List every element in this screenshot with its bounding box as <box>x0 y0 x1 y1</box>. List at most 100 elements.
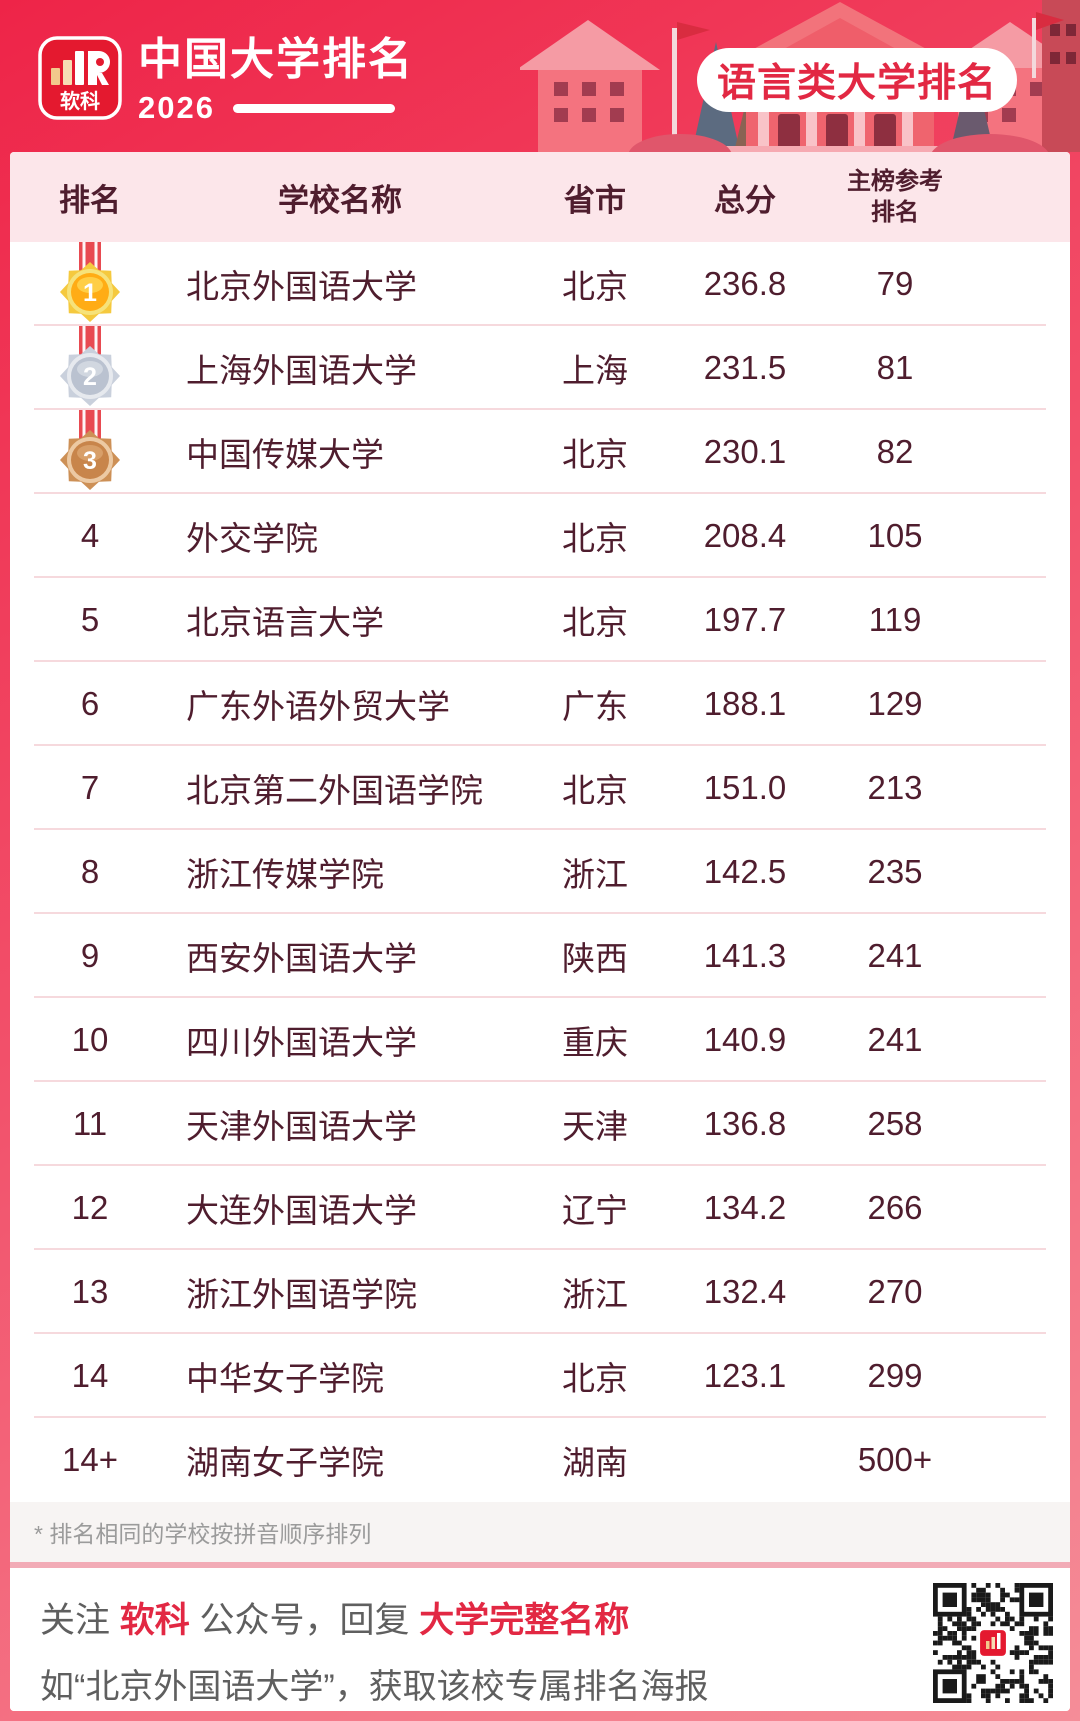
score-cell: 236.8 <box>703 265 787 302</box>
score-cell: 136.8 <box>703 1105 787 1142</box>
medal-gold-icon: 1 <box>60 242 120 322</box>
table-row: 13 浙江外国语学院 浙江 132.4 270 <box>10 1250 1070 1334</box>
table-header-row: 排名 学校名称 省市 总分 主榜参考 排名 <box>10 152 1070 242</box>
ref-rank-cell: 299 <box>867 1357 923 1394</box>
table-row: 9 西安外国语大学 陕西 141.3 241 <box>10 914 1070 998</box>
score-cell: 197.7 <box>703 601 787 638</box>
medal-silver-icon: 2 <box>60 326 120 406</box>
province-cell: 广东 <box>562 688 628 725</box>
page-title: 中国大学排名 <box>138 35 414 84</box>
footer-line2: 如“北京外国语大学”，获取该校专属排名海报 <box>40 1668 709 1706</box>
province-cell: 陕西 <box>562 940 628 977</box>
col-header-score: 总分 <box>714 182 776 218</box>
col-header-rank: 排名 <box>59 182 121 218</box>
score-cell: 142.5 <box>703 853 787 890</box>
footer: 关注 软科 公众号，回复 大学完整名称 如“北京外国语大学”，获取该校专属排名海… <box>10 1568 1070 1711</box>
rank-cell: 14 <box>71 1357 109 1394</box>
ref-rank-cell: 258 <box>867 1105 923 1142</box>
school-name: 北京外国语大学 <box>186 268 417 305</box>
school-name: 北京语言大学 <box>186 604 384 641</box>
school-name: 大连外国语大学 <box>186 1192 417 1229</box>
rank-cell: 8 <box>80 853 100 890</box>
province-cell: 重庆 <box>562 1024 628 1061</box>
rank-cell: 14+ <box>62 1441 118 1478</box>
logo-text: 软科 <box>60 89 100 113</box>
ref-rank-cell: 81 <box>876 349 914 386</box>
ref-rank-cell: 129 <box>867 685 923 722</box>
title-underline-decoration <box>232 103 395 113</box>
table-row: 14+ 湖南女子学院 湖南 500+ <box>10 1418 1070 1502</box>
ruanke-logo: 软科 <box>38 36 122 120</box>
table-body: 1 北京外国语大学 北京 236.8 79 2 上海外国语大学 上海 231.5… <box>10 242 1070 1502</box>
rank-cell: 9 <box>80 937 100 974</box>
ranking-year: 2026 <box>138 90 215 126</box>
school-name: 湖南女子学院 <box>186 1444 384 1481</box>
score-cell: 132.4 <box>703 1273 787 1310</box>
school-name: 天津外国语大学 <box>186 1108 417 1145</box>
table-row: 1 北京外国语大学 北京 236.8 79 <box>10 242 1070 326</box>
score-cell: 230.1 <box>703 433 787 470</box>
school-name: 浙江传媒学院 <box>186 856 384 893</box>
ref-rank-cell: 235 <box>867 853 923 890</box>
rank-cell: 13 <box>71 1273 109 1310</box>
footer-text-segment: 软科 <box>119 1601 190 1640</box>
table-row: 12 大连外国语大学 辽宁 134.2 266 <box>10 1166 1070 1250</box>
score-cell: 151.0 <box>703 769 787 806</box>
svg-text:3: 3 <box>83 447 97 475</box>
col-header-school: 学校名称 <box>278 182 402 218</box>
ref-rank-cell: 82 <box>876 433 914 470</box>
ref-rank-cell: 241 <box>867 937 923 974</box>
province-cell: 湖南 <box>562 1444 628 1481</box>
table-row: 10 四川外国语大学 重庆 140.9 241 <box>10 998 1070 1082</box>
table-row: 2 上海外国语大学 上海 231.5 81 <box>10 326 1070 410</box>
ranking-table-card: 排名 学校名称 省市 总分 主榜参考 排名 1 北京外国语大学 北京 236.8… <box>10 152 1070 1711</box>
table-row: 7 北京第二外国语学院 北京 151.0 213 <box>10 746 1070 830</box>
col-header-ref-line1: 主榜参考 <box>847 167 943 195</box>
medal-bronze-icon: 3 <box>60 410 120 490</box>
score-cell: 140.9 <box>703 1021 787 1058</box>
score-cell: 208.4 <box>703 517 787 554</box>
ref-rank-cell: 266 <box>867 1189 923 1226</box>
page-header: 软科 中国大学排名 2026 语言类大学排名 <box>0 0 1080 152</box>
school-name: 北京第二外国语学院 <box>186 772 483 809</box>
province-cell: 浙江 <box>562 856 628 893</box>
rank-cell: 6 <box>80 685 100 722</box>
col-header-ref-line2: 排名 <box>871 199 919 226</box>
col-header-province: 省市 <box>564 182 626 218</box>
school-name: 西安外国语大学 <box>186 940 417 977</box>
score-cell: 231.5 <box>703 349 787 386</box>
footer-text-segment: 大学完整名称 <box>419 1601 630 1640</box>
score-cell: 123.1 <box>703 1357 787 1394</box>
ref-rank-cell: 105 <box>867 517 923 554</box>
school-name: 四川外国语大学 <box>186 1024 417 1061</box>
rank-cell: 5 <box>80 601 100 638</box>
score-cell: 141.3 <box>703 937 787 974</box>
ref-rank-cell: 500+ <box>857 1441 933 1478</box>
ref-rank-cell: 119 <box>868 601 922 638</box>
table-row: 3 中国传媒大学 北京 230.1 82 <box>10 410 1070 494</box>
school-name: 中华女子学院 <box>186 1360 384 1397</box>
footnote: * 排名相同的学校按拼音顺序排列 <box>10 1502 1070 1562</box>
rank-cell: 1 <box>10 242 170 326</box>
svg-text:1: 1 <box>83 279 97 307</box>
rank-cell: 7 <box>80 769 100 806</box>
province-cell: 辽宁 <box>562 1192 628 1229</box>
table-row: 8 浙江传媒学院 浙江 142.5 235 <box>10 830 1070 914</box>
school-name: 上海外国语大学 <box>186 352 417 389</box>
score-cell: 188.1 <box>703 685 787 722</box>
province-cell: 天津 <box>562 1108 628 1145</box>
rank-cell: 3 <box>10 410 170 494</box>
table-row: 5 北京语言大学 北京 197.7 119 <box>10 578 1070 662</box>
ref-rank-cell: 79 <box>876 265 914 302</box>
rank-cell: 2 <box>10 326 170 410</box>
school-name: 中国传媒大学 <box>186 436 384 473</box>
table-row: 14 中华女子学院 北京 123.1 299 <box>10 1334 1070 1418</box>
table-row: 4 外交学院 北京 208.4 105 <box>10 494 1070 578</box>
category-badge: 语言类大学排名 <box>697 48 1017 112</box>
province-cell: 北京 <box>562 520 628 557</box>
province-cell: 北京 <box>562 436 628 473</box>
school-name: 外交学院 <box>186 520 318 557</box>
province-cell: 上海 <box>562 352 628 389</box>
school-name: 广东外语外贸大学 <box>186 688 450 725</box>
province-cell: 北京 <box>562 268 628 305</box>
